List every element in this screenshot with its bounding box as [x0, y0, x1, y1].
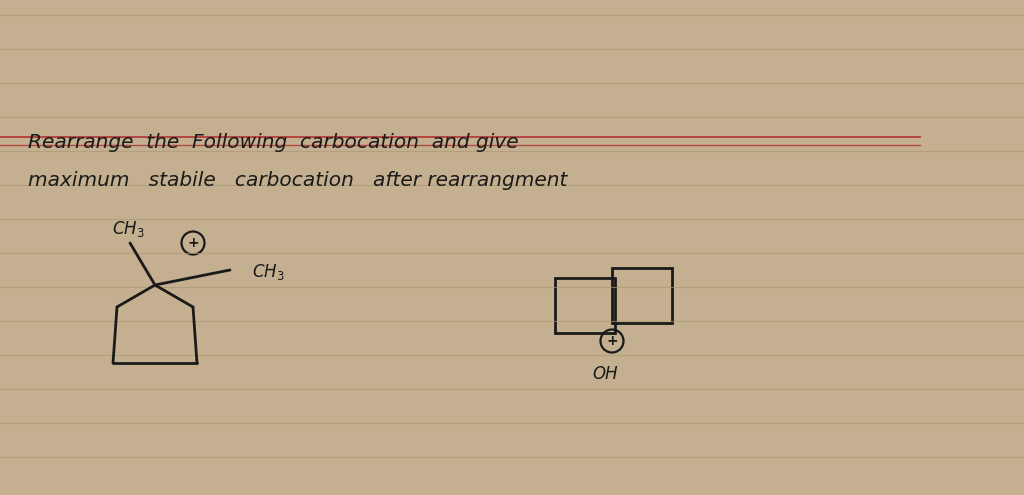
Bar — [555, 278, 615, 333]
Text: maximum   stabile   carbocation   after rearrangment: maximum stabile carbocation after rearra… — [28, 171, 567, 190]
Text: CH$_3$: CH$_3$ — [112, 219, 144, 239]
Text: CH$_3$: CH$_3$ — [252, 262, 285, 282]
Text: +: + — [606, 334, 617, 348]
Text: Rearrange  the  Following  carbocation  and give: Rearrange the Following carbocation and … — [28, 133, 518, 152]
Bar — [612, 268, 672, 323]
Text: OH: OH — [592, 365, 617, 383]
Text: +: + — [187, 236, 199, 250]
